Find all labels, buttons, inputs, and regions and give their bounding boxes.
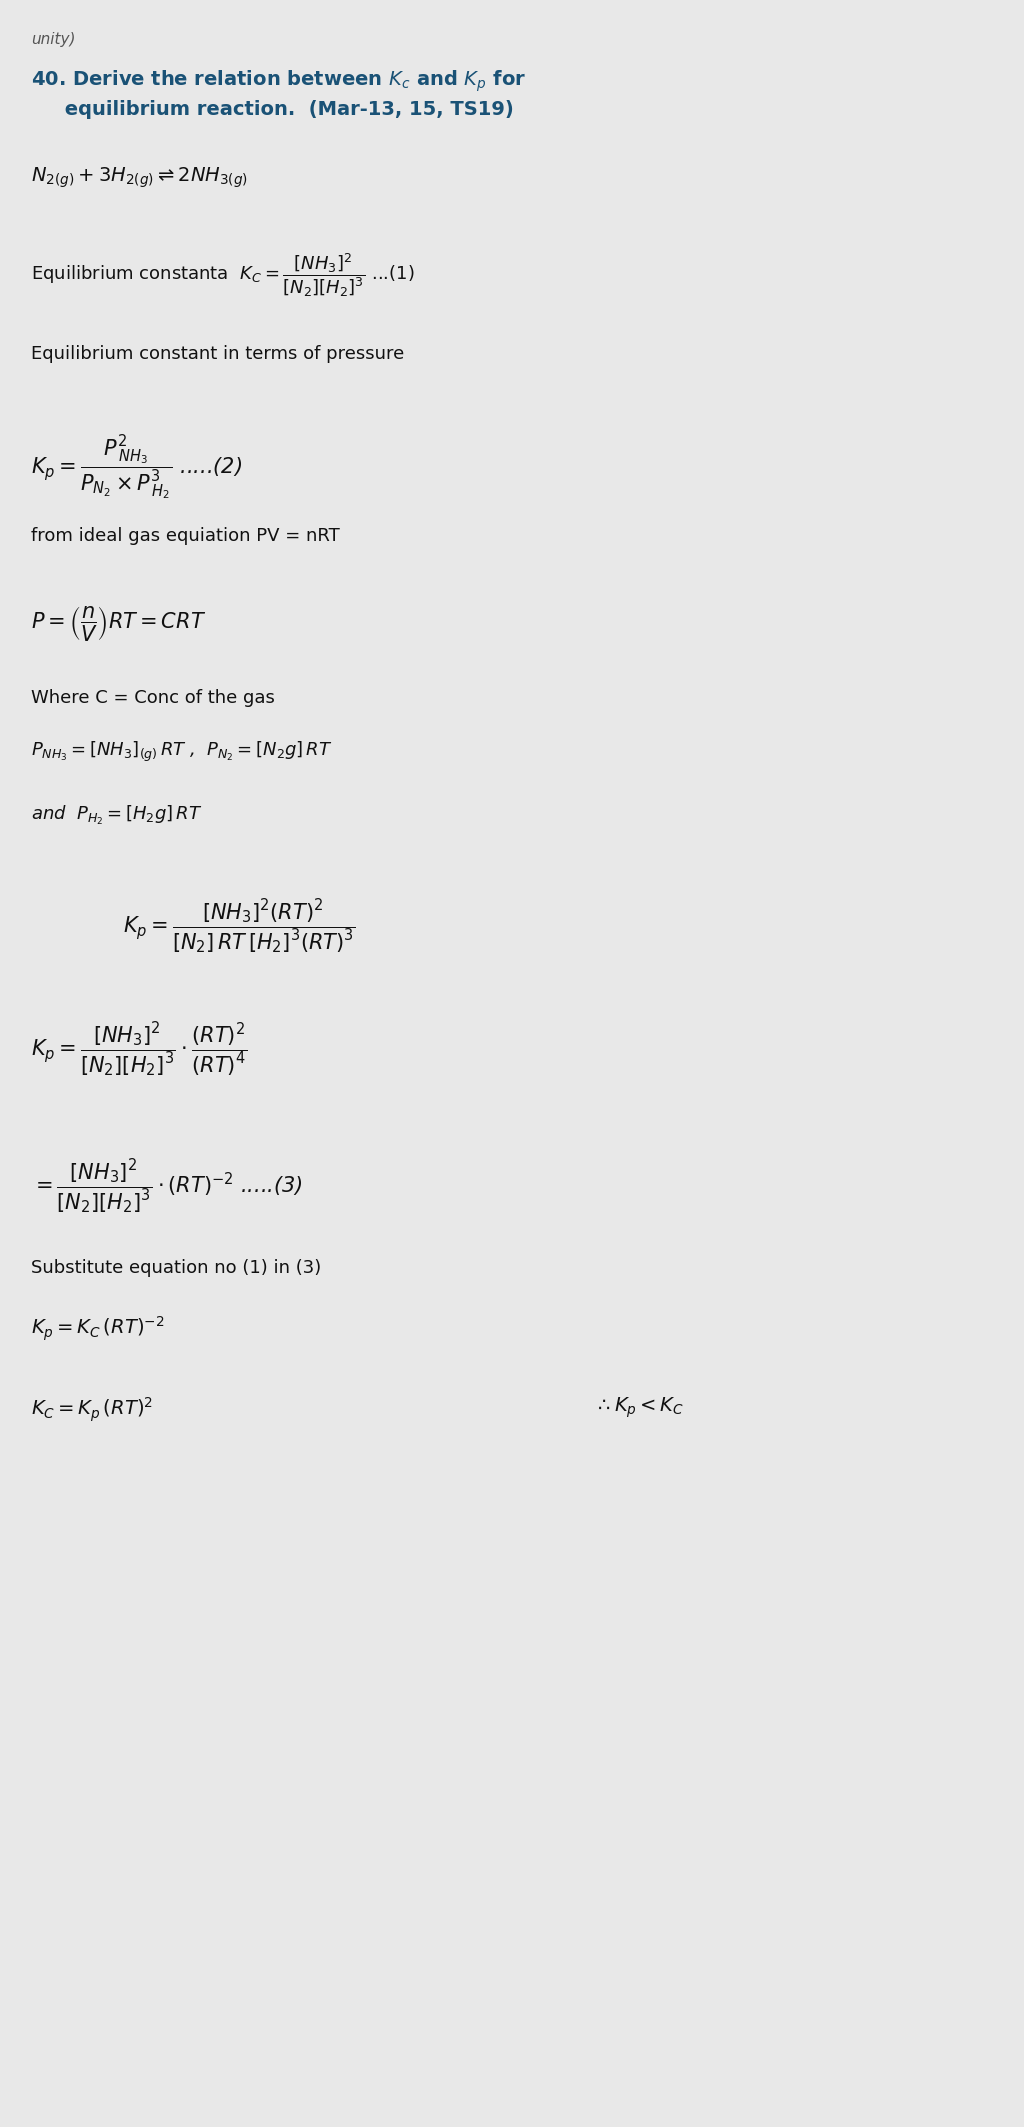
Text: $N_{2(g)} + 3H_{2(g)} \rightleftharpoons 2NH_{3(g)}$: $N_{2(g)} + 3H_{2(g)} \rightleftharpoons… bbox=[31, 166, 248, 191]
Text: $K_p = \dfrac{[NH_3]^2}{[N_2][H_2]^3} \cdot \dfrac{(RT)^2}{(RT)^4}$: $K_p = \dfrac{[NH_3]^2}{[N_2][H_2]^3} \c… bbox=[31, 1021, 247, 1081]
Text: Where C = Conc of the gas: Where C = Conc of the gas bbox=[31, 689, 274, 706]
Text: 40. Derive the relation between $K_c$ and $K_p$ for
     equilibrium reaction.  : 40. Derive the relation between $K_c$ an… bbox=[31, 68, 525, 119]
Text: $= \dfrac{[NH_3]^2}{[N_2][H_2]^3} \cdot (RT)^{-2}$ .....(3): $= \dfrac{[NH_3]^2}{[N_2][H_2]^3} \cdot … bbox=[31, 1157, 303, 1217]
Text: from ideal gas equiation PV = nRT: from ideal gas equiation PV = nRT bbox=[31, 527, 340, 545]
Text: Equilibrium constanta  $K_C = \dfrac{[NH_3]^2}{[N_2][H_2]^3}$ ...(1): Equilibrium constanta $K_C = \dfrac{[NH_… bbox=[31, 251, 415, 298]
Text: $K_C = K_p\,(RT)^{2}$: $K_C = K_p\,(RT)^{2}$ bbox=[31, 1395, 153, 1423]
Text: $K_p = \dfrac{P^2_{\,NH_3}}{P_{N_2} \times P^3_{\,H_2}}$ .....(2): $K_p = \dfrac{P^2_{\,NH_3}}{P_{N_2} \tim… bbox=[31, 434, 242, 502]
Text: unity): unity) bbox=[31, 32, 75, 47]
Text: $P_{NH_3} = [NH_3]_{(g)}\,RT$ ,  $P_{N_2} = [N_2 g]\,RT$: $P_{NH_3} = [NH_3]_{(g)}\,RT$ , $P_{N_2}… bbox=[31, 740, 333, 764]
Text: Equilibrium constant in terms of pressure: Equilibrium constant in terms of pressur… bbox=[31, 345, 404, 362]
Text: $K_p = K_C\,(RT)^{-2}$: $K_p = K_C\,(RT)^{-2}$ bbox=[31, 1314, 164, 1342]
Text: Substitute equation no (1) in (3): Substitute equation no (1) in (3) bbox=[31, 1259, 321, 1276]
Text: $P = \left(\dfrac{n}{V}\right)RT = CRT$: $P = \left(\dfrac{n}{V}\right)RT = CRT$ bbox=[31, 604, 206, 642]
Text: and  $P_{H_2} = [H_2 g]\,RT$: and $P_{H_2} = [H_2 g]\,RT$ bbox=[31, 804, 202, 827]
Text: $K_p = \dfrac{[NH_3]^2(RT)^2}{[N_2]\,RT\,[H_2]^3(RT)^3}$: $K_p = \dfrac{[NH_3]^2(RT)^2}{[N_2]\,RT\… bbox=[123, 898, 355, 957]
Text: $\therefore K_p < K_C$: $\therefore K_p < K_C$ bbox=[594, 1395, 684, 1421]
